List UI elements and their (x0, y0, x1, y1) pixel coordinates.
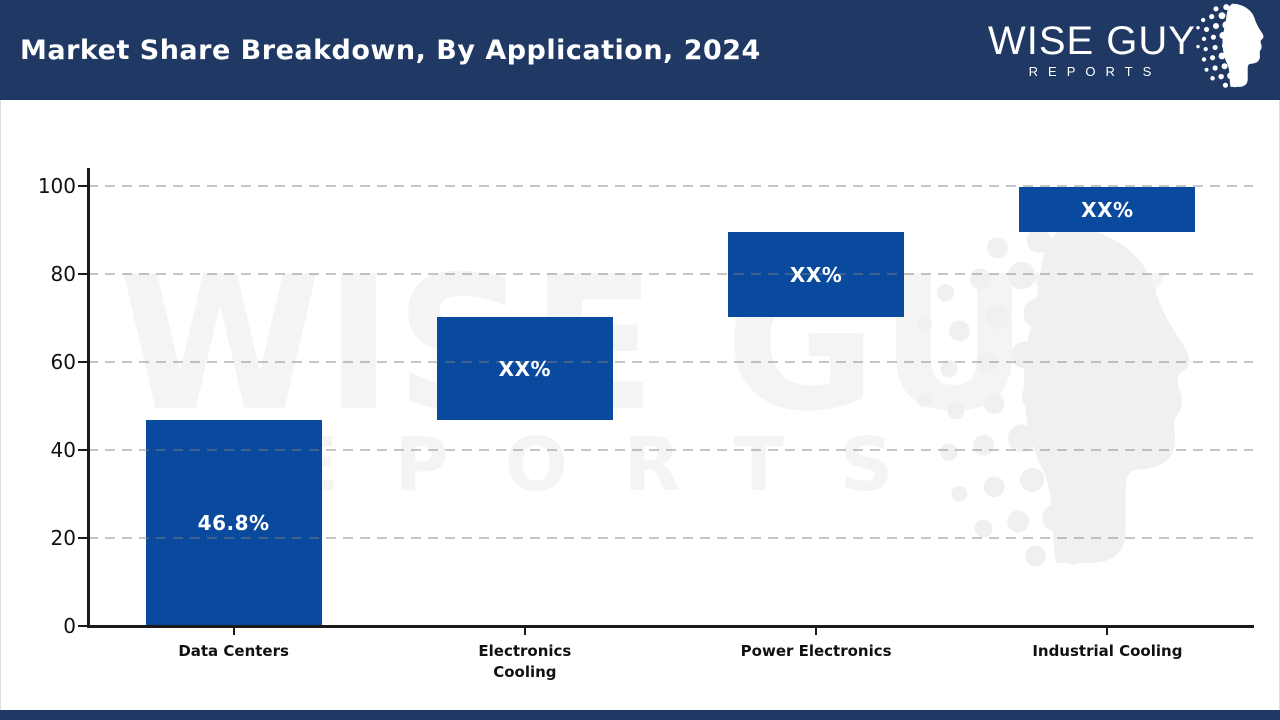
x-axis-line (87, 625, 1254, 628)
logo-wordmark: WISE GUY (987, 19, 1196, 63)
bar-value-label: XX% (1081, 197, 1134, 222)
header: Market Share Breakdown, By Application, … (0, 0, 1280, 100)
y-tick (78, 449, 88, 451)
x-category-label: Industrial Cooling (1032, 642, 1183, 660)
bar-value-label: XX% (789, 262, 843, 287)
gridline (88, 361, 1253, 363)
x-category-label: Data Centers (178, 642, 289, 660)
x-category-label: Electronics Cooling (478, 642, 572, 681)
x-tick (232, 628, 235, 635)
y-tick-label: 20 (50, 526, 76, 550)
y-tick (78, 273, 88, 275)
x-tick (1106, 628, 1109, 635)
logo-subtext: REPORTS (1028, 64, 1162, 79)
y-tick (78, 361, 88, 363)
gridline (88, 537, 1253, 539)
gridline (88, 449, 1253, 451)
bar-value-label: XX% (498, 356, 552, 381)
x-tick (815, 628, 818, 635)
y-tick (78, 625, 88, 627)
bar-data-centers (145, 420, 322, 626)
y-tick-label: 40 (50, 438, 76, 462)
wiseguy-head-icon (1184, 2, 1272, 98)
y-tick-label: 100 (37, 174, 76, 198)
y-tick-label: 60 (50, 350, 76, 374)
chart-title: Market Share Breakdown, By Application, … (20, 34, 761, 66)
bar-electronics-cooling (436, 317, 613, 421)
footer-bar (0, 710, 1280, 720)
bar-industrial-cooling (1019, 186, 1196, 233)
y-axis-line (87, 168, 90, 628)
x-category-label: Power Electronics (740, 642, 892, 660)
gridline (88, 185, 1253, 187)
gridline (88, 273, 1253, 275)
brand-logo-text: WISE GUY REPORTS (988, 21, 1196, 79)
bar-power-electronics (728, 232, 905, 318)
y-tick-label: 0 (63, 614, 76, 638)
y-tick (78, 537, 88, 539)
y-tick (78, 185, 88, 187)
bar-value-label: 46.8% (197, 511, 270, 536)
y-tick-label: 80 (50, 262, 76, 286)
brand-logo: WISE GUY REPORTS (988, 2, 1272, 98)
x-tick (523, 628, 526, 635)
